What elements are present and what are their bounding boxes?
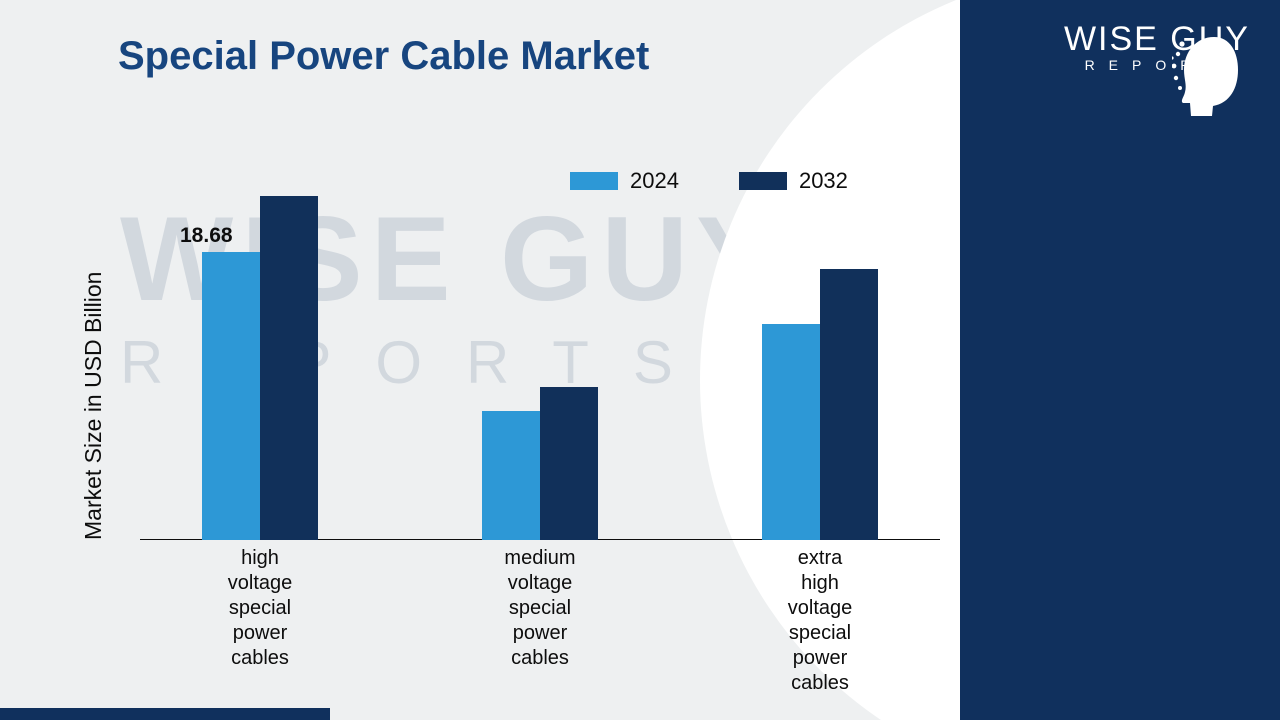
bar: [202, 252, 260, 540]
plot-area: 18.68highvoltagespecialpowercablesmedium…: [140, 170, 940, 540]
chart-title: Special Power Cable Market: [118, 34, 649, 79]
bar-group: mediumvoltagespecialpowercables: [482, 387, 598, 540]
bar: [820, 269, 878, 540]
bar-group: highvoltagespecialpowercables: [202, 196, 318, 540]
bar: [482, 411, 540, 541]
category-label: highvoltagespecialpowercables: [170, 540, 350, 671]
logo-head-icon: [1172, 34, 1242, 120]
bar: [540, 387, 598, 540]
brand-logo: WISE GUY REPORTS: [990, 20, 1250, 73]
chart-canvas: WISE GUY REPORTS Special Power Cable Mar…: [0, 0, 1280, 720]
bar-group: extrahighvoltagespecialpowercables: [762, 269, 878, 540]
category-label: extrahighvoltagespecialpowercables: [730, 540, 910, 696]
y-axis-label: Market Size in USD Billion: [80, 272, 107, 540]
bar: [762, 324, 820, 540]
bottom-accent-bar: [0, 708, 330, 720]
category-label: mediumvoltagespecialpowercables: [450, 540, 630, 671]
bar: [260, 196, 318, 540]
